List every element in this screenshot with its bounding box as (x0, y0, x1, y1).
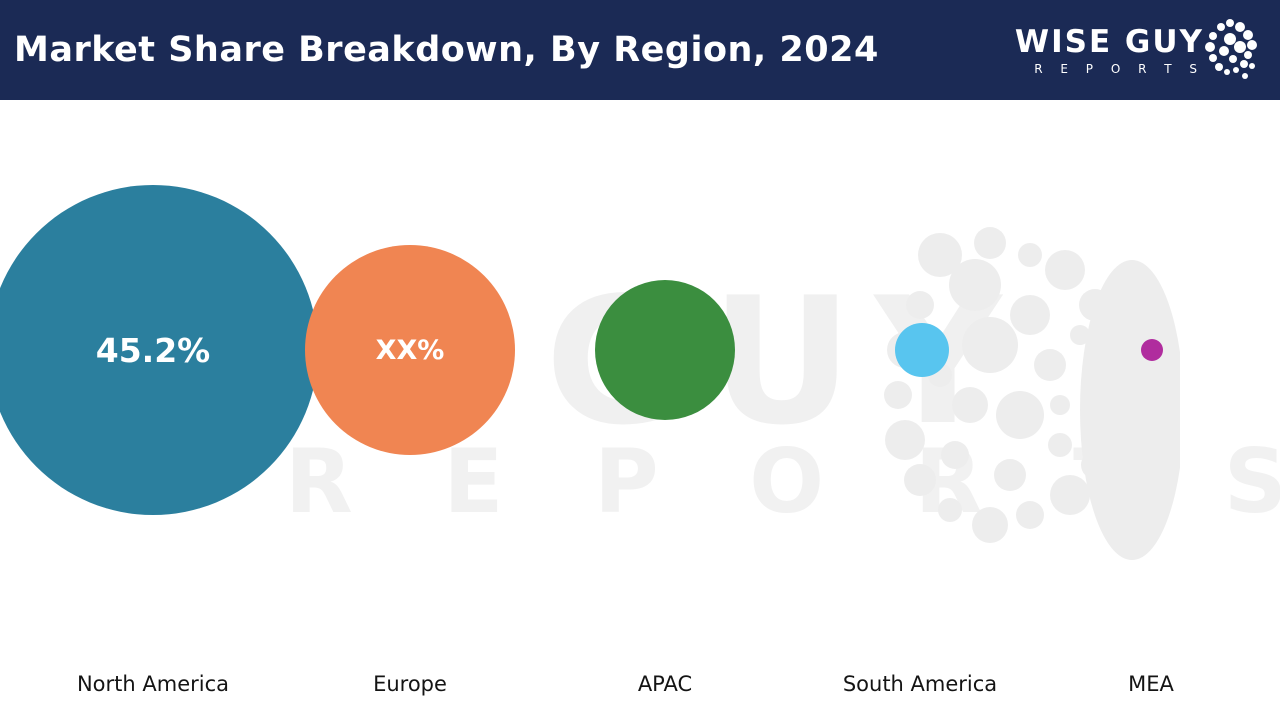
header-bar: Market Share Breakdown, By Region, 2024 … (0, 0, 1280, 100)
category-label-mea: MEA (1128, 672, 1174, 696)
bubble-europe: XX% (305, 245, 515, 455)
category-label-south-america: South America (842, 672, 998, 696)
bubble-apac (595, 280, 735, 420)
brand-head-icon (1205, 19, 1257, 79)
brand-text: WISE GUY R E P O R T S (1015, 24, 1204, 76)
bubble-chart: GUY R E P O R T S 45.2% XX% North Amer (0, 100, 1280, 720)
bubble-mea (1141, 339, 1163, 361)
brand-subtitle: R E P O R T S (1034, 62, 1204, 76)
bubble-south-america (895, 323, 949, 377)
bubble-value-label: 45.2% (95, 330, 211, 370)
bubble-value-label: XX% (375, 334, 445, 366)
category-label-europe: Europe (373, 672, 447, 696)
category-label-north-america: North America (76, 672, 230, 696)
brand-logo: WISE GUY R E P O R T S (1015, 14, 1262, 86)
page-title: Market Share Breakdown, By Region, 2024 (14, 29, 879, 70)
category-label-apac: APAC (637, 672, 693, 696)
bubble-north-america: 45.2% (0, 185, 318, 515)
watermark-head-icon (884, 227, 1180, 560)
brand-name: WISE GUY (1014, 24, 1204, 60)
